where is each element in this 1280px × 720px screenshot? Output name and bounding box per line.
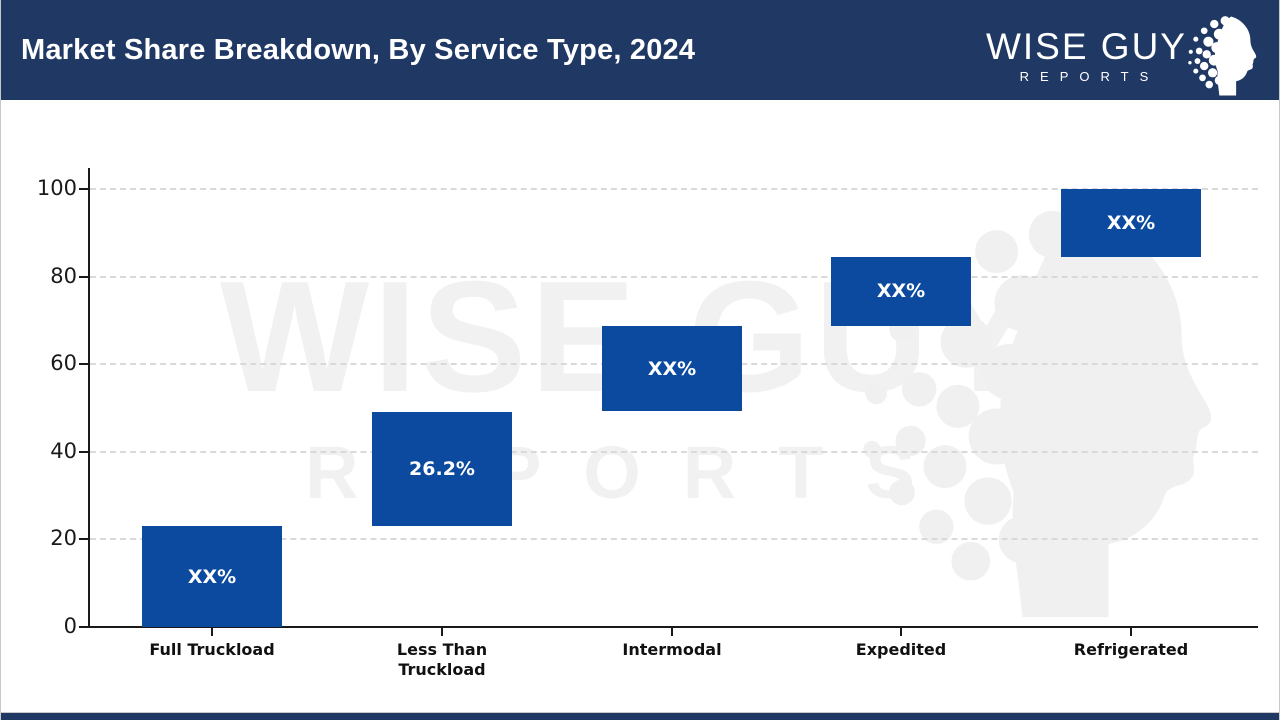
- y-tick-label: 80: [50, 263, 77, 288]
- y-axis-line: [88, 168, 90, 628]
- y-tick-mark: [79, 450, 89, 453]
- x-tick-mark: [211, 628, 213, 636]
- gridline-100: [90, 188, 1258, 190]
- bar-refrigerated: XX%: [1061, 189, 1201, 257]
- y-tick-mark: [79, 538, 89, 541]
- watermark-reports-text: REPORTS: [305, 431, 957, 514]
- bar-intermodal: XX%: [602, 325, 742, 412]
- bar-value-label: XX%: [876, 280, 926, 303]
- y-tick-label: 60: [50, 351, 77, 376]
- brand-name: WISE GUY: [985, 26, 1187, 67]
- x-tick-mark: [900, 628, 902, 636]
- y-tick-label: 0: [63, 614, 77, 638]
- y-tick-label: 40: [50, 438, 77, 463]
- brand-logo: WISE GUY REPORTS: [986, 14, 1269, 98]
- footer-divider: [1, 712, 1279, 713]
- gridline-20: [90, 538, 1258, 541]
- x-tick-mark: [441, 628, 443, 636]
- y-tick-mark: [79, 275, 89, 278]
- bar-value-label: XX%: [1106, 211, 1156, 234]
- x-category-label: Intermodal: [622, 640, 722, 659]
- y-tick-mark: [79, 626, 89, 628]
- footer-bar: [1, 713, 1279, 720]
- x-category-label: Less Than Truckload: [396, 640, 488, 679]
- x-tick-mark: [1130, 628, 1132, 636]
- header-bar: Market Share Breakdown, By Service Type,…: [1, 0, 1279, 100]
- y-tick-label: 20: [50, 526, 77, 551]
- page-title: Market Share Breakdown, By Service Type,…: [21, 34, 696, 66]
- brand-logo-text: WISE GUY REPORTS: [986, 28, 1187, 84]
- y-tick-label: 100: [36, 176, 77, 200]
- bar-expedited: XX%: [831, 256, 971, 326]
- x-category-label: Refrigerated: [1073, 640, 1189, 659]
- x-category-label: Full Truckload: [149, 640, 275, 659]
- x-axis-line: [88, 626, 1258, 628]
- bar-value-label: XX%: [647, 357, 697, 380]
- y-tick-mark: [79, 188, 89, 190]
- brand-subname: REPORTS: [1019, 69, 1160, 84]
- bar-full-truckload: XX%: [142, 526, 282, 627]
- x-category-label: Expedited: [855, 640, 947, 659]
- x-tick-mark: [671, 628, 673, 636]
- y-tick-mark: [79, 363, 89, 366]
- gridline-80: [90, 275, 1258, 278]
- bar-less-than-truckload: 26.2%: [372, 411, 512, 527]
- gridline-40: [90, 450, 1258, 453]
- brand-head-icon: [1188, 16, 1257, 96]
- bar-value-label: 26.2%: [409, 457, 475, 480]
- bar-value-label: XX%: [187, 565, 237, 588]
